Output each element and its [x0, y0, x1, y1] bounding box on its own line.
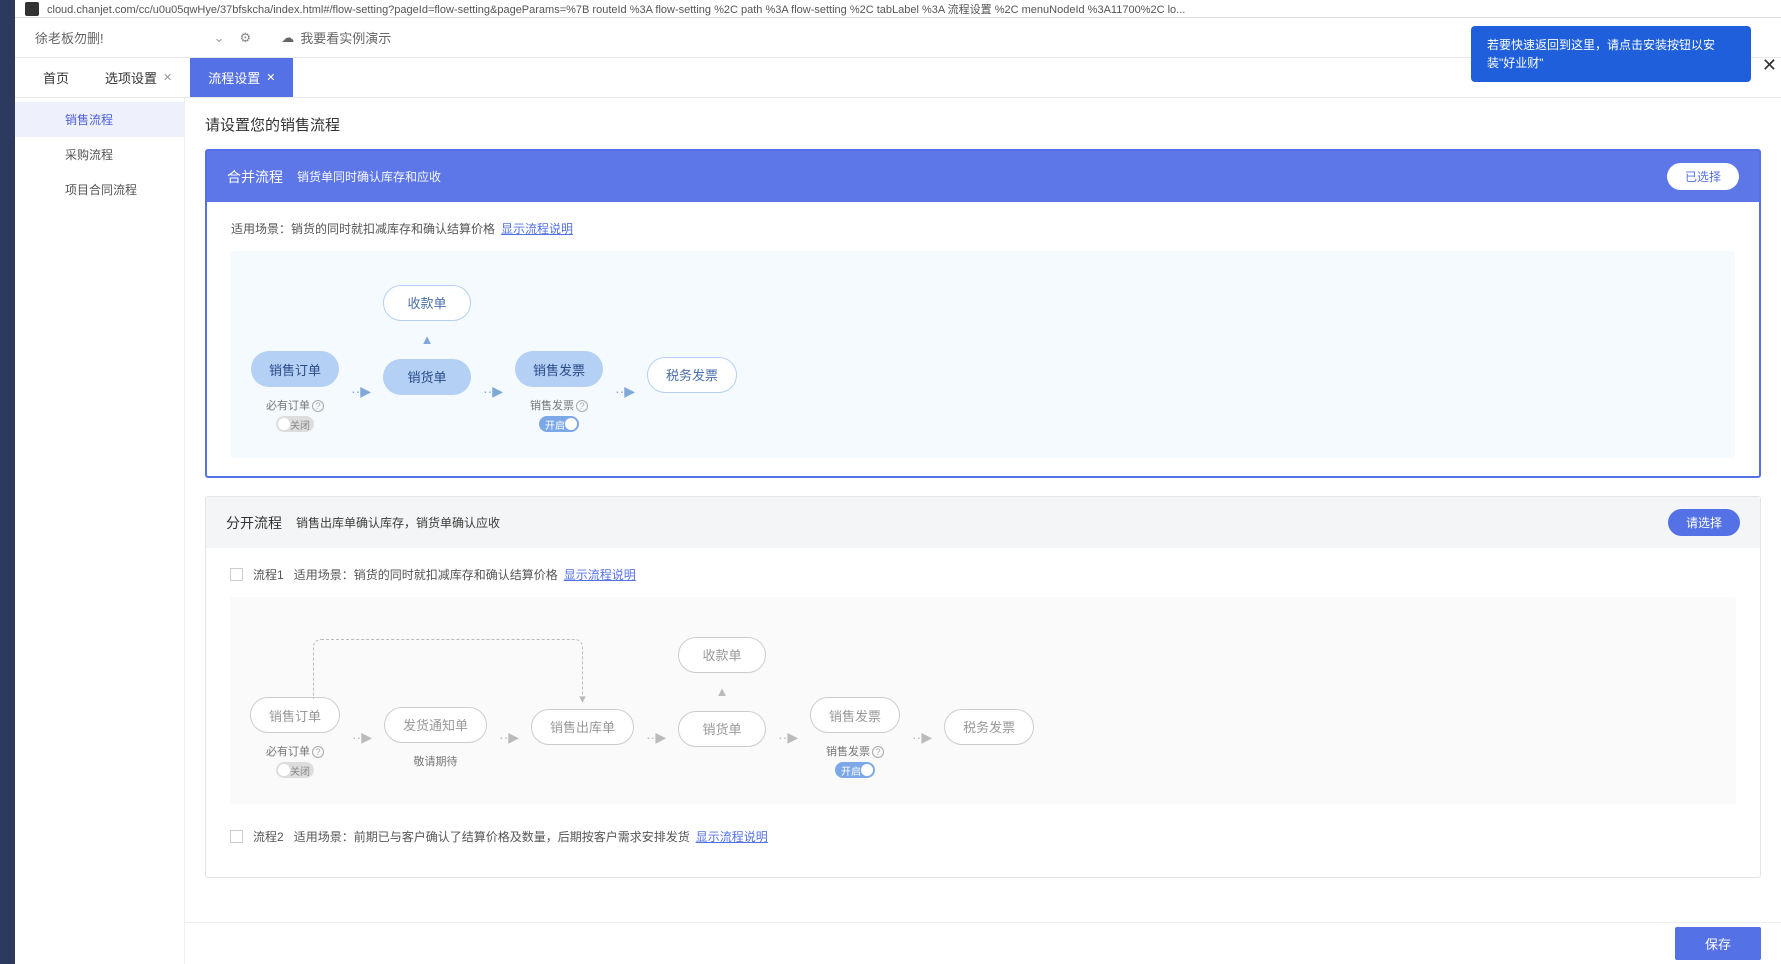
sidebar-item-project[interactable]: 项目合同流程 — [15, 172, 184, 207]
install-tip: 若要快速返回到这里，请点击安装按钮以安装"好业财" — [1471, 26, 1751, 82]
page-title: 请设置您的销售流程 — [205, 114, 1761, 135]
node-footer: 销售发票? 开启 — [826, 743, 884, 778]
close-icon[interactable]: ✕ — [1762, 55, 1777, 76]
node-sales-order: 销售订单 — [251, 351, 339, 387]
selected-button[interactable]: 已选择 — [1667, 163, 1739, 190]
node-ship: 销货单 — [678, 711, 766, 747]
show-flow-link[interactable]: 显示流程说明 — [696, 828, 768, 845]
arrow-icon: ··▶ — [900, 729, 944, 746]
split-flow-header: 分开流程 销售出库单确认库存，销货单确认应收 请选择 — [206, 497, 1760, 548]
select-button[interactable]: 请选择 — [1668, 509, 1740, 536]
sidebar: 销售流程 采购流程 项目合同流程 — [15, 98, 185, 964]
arrow-icon: ··▶ — [634, 729, 678, 746]
proc-label: 流程2 — [253, 828, 284, 845]
tab-home[interactable]: 首页 — [25, 58, 87, 97]
node-out: 销售出库单 — [531, 709, 634, 745]
scene-line: 适用场景： 销货的同时就扣减库存和确认结算价格 显示流程说明 — [231, 220, 1735, 237]
save-bar: 保存 — [185, 922, 1781, 964]
url-bar: cloud.chanjet.com/cc/u0u05qwHye/37bfskch… — [15, 0, 1781, 18]
scene-text: 前期已与客户确认了结算价格及数量，后期按客户需求安排发货 — [354, 828, 690, 845]
header-subtitle: 销售出库单确认库存，销货单确认应收 — [296, 514, 500, 531]
tab-label: 首页 — [43, 68, 69, 87]
demo-label: 我要看实例演示 — [300, 28, 391, 47]
toggle-on[interactable]: 开启 — [539, 416, 579, 432]
proc-label: 流程1 — [253, 566, 284, 583]
header-subtitle: 销货单同时确认库存和应收 — [297, 168, 441, 185]
node-ship: 销货单 — [383, 359, 471, 395]
sidebar-item-sales[interactable]: 销售流程 — [15, 102, 184, 137]
split-flow-card: 分开流程 销售出库单确认库存，销货单确认应收 请选择 流程1 适用场景： 销货的… — [205, 496, 1761, 878]
header-title: 分开流程 — [226, 513, 282, 533]
tab-flow-settings[interactable]: 流程设置 ✕ — [190, 58, 293, 97]
scene-prefix: 适用场景： — [231, 220, 291, 237]
arrow-icon: ··▶ — [603, 383, 647, 400]
node-footer: 必有订单? 关闭 — [266, 397, 324, 432]
merge-diagram: 销售订单 必有订单? 关闭 ··▶ 收款单 ▲ 销货单 — [231, 251, 1735, 458]
close-icon[interactable]: ✕ — [163, 71, 172, 84]
toggle-off[interactable]: 关闭 — [276, 762, 314, 778]
shield-icon — [25, 2, 39, 16]
node-receipt: 收款单 — [383, 285, 471, 321]
scene-prefix: 适用场景： — [294, 566, 354, 583]
node-sales-order: 销售订单 — [250, 697, 340, 733]
tab-label: 流程设置 — [208, 68, 260, 87]
gear-icon[interactable]: ⚙ — [240, 30, 252, 46]
arrow-icon: ··▶ — [339, 383, 383, 400]
node-notice: 发货通知单 — [384, 707, 487, 743]
scene-text: 销货的同时就扣减库存和确认结算价格 — [291, 220, 495, 237]
url-text: cloud.chanjet.com/cc/u0u05qwHye/37bfskch… — [47, 1, 1185, 17]
merge-flow-header: 合并流程 销货单同时确认库存和应收 已选择 — [207, 151, 1759, 202]
scene-text: 销货的同时就扣减库存和确认结算价格 — [354, 566, 558, 583]
node-footer: 必有订单? 关闭 — [266, 743, 324, 778]
node-footer: 销售发票? 开启 — [530, 397, 588, 432]
demo-link[interactable]: ☁ 我要看实例演示 — [281, 28, 391, 47]
header-title: 合并流程 — [227, 167, 283, 187]
chevron-down-icon: ⌄ — [214, 30, 225, 46]
toolbar: 徐老板勿删! ⌄ ⚙ ☁ 我要看实例演示 若要快速返回到这里，请点击安装按钮以安… — [15, 18, 1781, 58]
sidebar-item-purchase[interactable]: 采购流程 — [15, 137, 184, 172]
tab-label: 选项设置 — [105, 68, 157, 87]
arrow-icon: ··▶ — [471, 383, 515, 400]
proc2-scene-line: 流程2 适用场景： 前期已与客户确认了结算价格及数量，后期按客户需求安排发货 显… — [230, 828, 1736, 845]
arrow-up-icon: ▲ — [421, 325, 434, 355]
merge-flow-card: 合并流程 销货单同时确认库存和应收 已选择 适用场景： 销货的同时就扣减库存和确… — [205, 149, 1761, 478]
split-diagram-1: 销售订单 必有订单? 关闭 ··▶ 发货通知单 敬请期待 ··▶ — [230, 597, 1736, 804]
org-selector[interactable]: 徐老板勿删! ⌄ — [35, 28, 225, 47]
show-flow-link[interactable]: 显示流程说明 — [501, 220, 573, 237]
scene-prefix: 适用场景： — [294, 828, 354, 845]
node-invoice: 销售发票 — [810, 697, 900, 733]
checkbox[interactable] — [230, 830, 243, 843]
node-tax: 税务发票 — [647, 357, 737, 393]
arrow-icon: ··▶ — [766, 729, 810, 746]
content: 请设置您的销售流程 合并流程 销货单同时确认库存和应收 已选择 适用场景： 销货… — [185, 98, 1781, 964]
arrow-icon: ··▶ — [487, 729, 531, 746]
arrow-icon: ··▶ — [340, 729, 384, 746]
show-flow-link[interactable]: 显示流程说明 — [564, 566, 636, 583]
node-tax: 税务发票 — [944, 709, 1034, 745]
arrow-up-icon: ▲ — [716, 677, 729, 707]
node-footer: 敬请期待 — [414, 753, 458, 769]
cloud-icon: ☁ — [281, 30, 294, 46]
node-receipt: 收款单 — [678, 637, 766, 673]
save-button[interactable]: 保存 — [1675, 927, 1761, 960]
toggle-on[interactable]: 开启 — [835, 762, 875, 778]
org-name: 徐老板勿删! — [35, 28, 104, 47]
node-invoice: 销售发票 — [515, 351, 603, 387]
tab-options[interactable]: 选项设置 ✕ — [87, 58, 190, 97]
toggle-off[interactable]: 关闭 — [276, 416, 314, 432]
checkbox[interactable] — [230, 568, 243, 581]
proc1-scene-line: 流程1 适用场景： 销货的同时就扣减库存和确认结算价格 显示流程说明 — [230, 566, 1736, 583]
close-icon[interactable]: ✕ — [266, 71, 275, 84]
